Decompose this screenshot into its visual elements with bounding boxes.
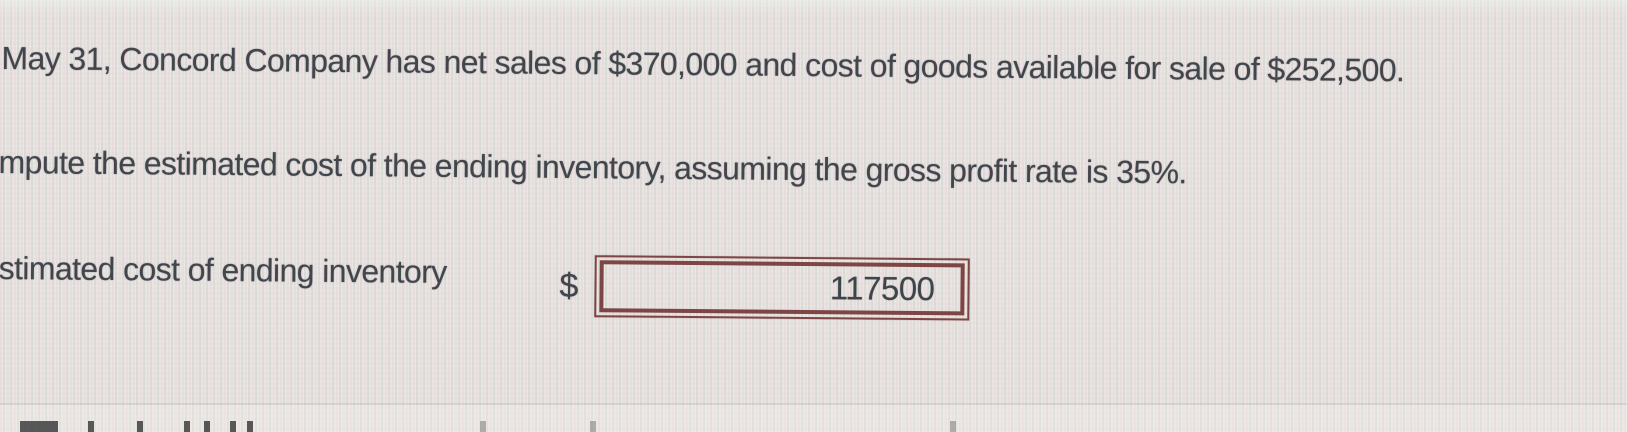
- answer-input-inner-frame: [599, 260, 965, 316]
- problem-statement: May 31, Concord Company has net sales of…: [1, 40, 1405, 89]
- cropped-next-line: [0, 419, 1627, 432]
- cropped-text-remnant: [204, 421, 210, 432]
- currency-symbol: $: [559, 266, 579, 306]
- cropped-text-remnant: [88, 421, 94, 432]
- answer-input-frame: [594, 255, 970, 321]
- answer-label: stimated cost of ending inventory: [0, 249, 447, 290]
- instruction-text: mpute the estimated cost of the ending i…: [0, 143, 1187, 191]
- cropped-text-remnant: [184, 421, 190, 432]
- cropped-text-remnant: [247, 421, 253, 432]
- cropped-text-remnant: [590, 421, 596, 432]
- screen-seam-line: [0, 403, 1627, 405]
- cropped-text-remnant: [230, 421, 236, 432]
- cropped-text-remnant: [950, 421, 956, 432]
- cropped-text-remnant: [480, 421, 486, 432]
- cropped-text-remnant: [137, 421, 143, 432]
- bottom-strip: [0, 405, 1627, 432]
- cropped-text-remnant: [20, 421, 58, 432]
- answer-input[interactable]: [603, 264, 961, 312]
